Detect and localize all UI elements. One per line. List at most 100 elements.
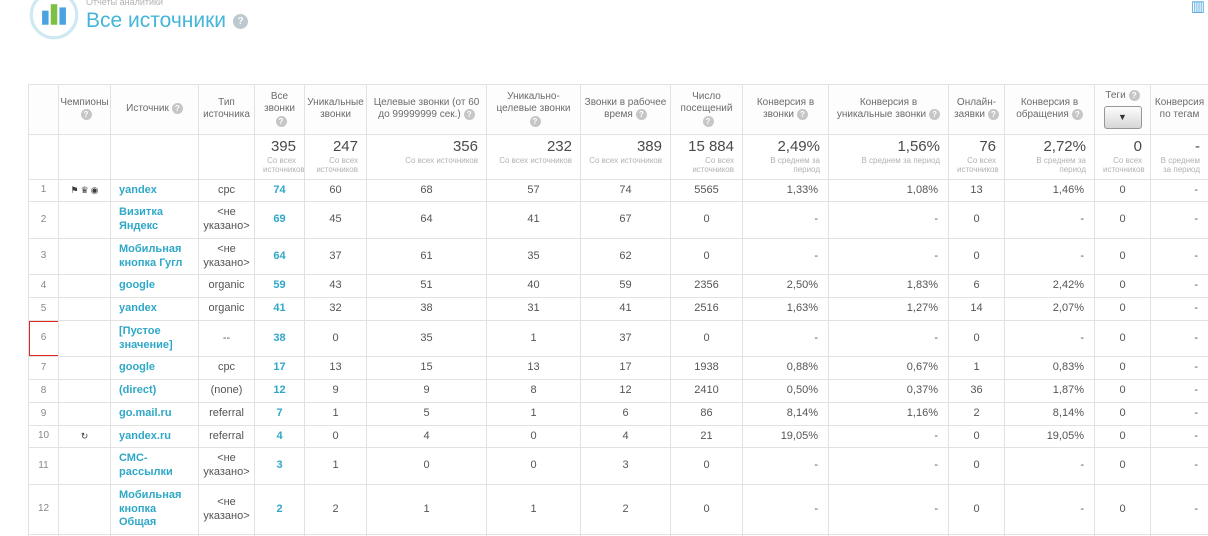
cell-source: yandex.ru	[110, 424, 199, 449]
cell-tags: 0	[1094, 297, 1151, 321]
all-calls-value[interactable]: 4	[276, 429, 283, 442]
help-icon[interactable]: ?	[80, 109, 92, 121]
cell-source: Мобильная кнопка Гугл	[110, 237, 199, 276]
cell-type: <не указано>	[198, 483, 255, 536]
col-header-work_time_calls[interactable]: Звонки в рабочее время?	[580, 84, 671, 135]
cell-conv_unique_calls: 1,83%	[828, 274, 949, 299]
source-link[interactable]: yandex	[119, 302, 157, 315]
col-header-conv_unique_calls[interactable]: Конверсия в уникальные звонки?	[828, 84, 949, 135]
cell-visits: 2410	[670, 379, 743, 403]
title-help-icon[interactable]: ?	[233, 13, 249, 29]
cell-conv_appeals: 1,87%	[1004, 379, 1095, 403]
source-link[interactable]: [Пустое значение]	[119, 324, 173, 351]
source-link[interactable]: google	[119, 279, 156, 292]
cell-conv_appeals: 8,14%	[1004, 401, 1095, 426]
help-icon[interactable]: ?	[929, 109, 941, 121]
source-link[interactable]: Мобильная кнопка Общая	[119, 488, 182, 529]
summary-value: 2,72%	[1043, 137, 1086, 155]
col-header-label: Уникальные звонки	[307, 96, 364, 121]
help-icon[interactable]: ?	[171, 103, 183, 114]
col-header-num	[28, 84, 59, 135]
all-calls-value[interactable]: 74	[273, 183, 286, 196]
clock-icon[interactable]: ◉	[90, 184, 99, 195]
help-icon[interactable]: ?	[275, 115, 287, 127]
summary-num	[28, 133, 59, 180]
cell-conv_unique_calls: 1,16%	[828, 401, 949, 426]
col-header-label: Число посещений	[680, 90, 733, 115]
source-link[interactable]: (direct)	[119, 384, 157, 397]
all-calls-value[interactable]: 38	[273, 331, 286, 344]
cell-work_time_calls: 17	[580, 356, 671, 381]
cell-type: <не указано>	[198, 201, 255, 239]
help-icon[interactable]: ?	[1071, 109, 1083, 121]
col-header-source[interactable]: Источник?	[110, 84, 199, 135]
col-header-label: Целевые звонки (от 60 до 99999999 сек.)	[373, 96, 480, 121]
all-calls-value[interactable]: 7	[276, 406, 283, 419]
col-header-conv_tags[interactable]: Конверсия по тегам	[1150, 84, 1208, 135]
all-calls-value[interactable]: 41	[273, 302, 286, 315]
source-link[interactable]: yandex	[119, 183, 157, 196]
cell-conv_unique_calls: -	[828, 483, 949, 536]
cell-num: 6	[28, 319, 59, 358]
source-link[interactable]: yandex.ru	[119, 429, 171, 442]
help-icon[interactable]: ?	[702, 115, 714, 127]
cell-work_time_calls: 2	[580, 483, 671, 536]
table-settings-icon[interactable]: ▥	[1190, 0, 1205, 15]
col-header-type[interactable]: Тип источника	[198, 84, 255, 135]
all-calls-value[interactable]: 17	[273, 361, 286, 374]
source-link[interactable]: СМС-рассылки	[119, 452, 173, 479]
source-link[interactable]: Мобильная кнопка Гугл	[119, 242, 183, 269]
col-header-labelline: Источник?	[126, 103, 183, 116]
trophy-icon[interactable]: ♛	[80, 184, 89, 195]
tags-filter-dropdown[interactable]: ▼	[1103, 105, 1142, 129]
help-icon[interactable]: ?	[529, 115, 541, 127]
bell-icon[interactable]: ⚑	[70, 184, 79, 195]
all-calls-value[interactable]: 64	[273, 249, 286, 262]
col-header-visits[interactable]: Число посещений?	[670, 84, 743, 135]
refresh-icon[interactable]: ↻	[80, 430, 89, 441]
cell-champions	[58, 401, 111, 426]
col-header-conv_appeals[interactable]: Конверсия в обращения?	[1004, 84, 1095, 135]
source-link[interactable]: go.mail.ru	[119, 406, 172, 419]
cell-champions	[58, 201, 111, 239]
col-header-all_calls[interactable]: Все звонки?	[254, 84, 305, 135]
cell-tags: 0	[1094, 447, 1151, 485]
cell-source: google	[110, 356, 199, 381]
summary-value: 356	[452, 137, 478, 155]
help-icon[interactable]: ?	[796, 109, 808, 121]
help-icon[interactable]: ?	[1128, 90, 1140, 101]
table-row: 13Визитка Гугл<не указано>222220--0-0-	[28, 534, 1208, 536]
source-link[interactable]: Визитка Яндекс	[119, 206, 163, 233]
all-calls-value[interactable]: 59	[273, 279, 286, 292]
cell-champions	[58, 447, 111, 485]
col-header-unique_calls[interactable]: Уникальные звонки	[304, 84, 367, 135]
all-calls-value[interactable]: 69	[273, 213, 286, 226]
cell-online_leads: 2	[948, 401, 1005, 426]
col-header-unique_target_calls[interactable]: Уникально-целевые звонки?	[486, 84, 581, 135]
all-calls-value[interactable]: 12	[273, 384, 286, 397]
col-header-tags[interactable]: Теги? ▼	[1094, 84, 1151, 135]
help-icon[interactable]: ?	[463, 109, 475, 121]
cell-conv_tags: -	[1150, 237, 1208, 276]
all-calls-value[interactable]: 2	[276, 502, 283, 515]
col-header-online_leads[interactable]: Онлайн-заявки?	[948, 84, 1005, 135]
help-icon[interactable]: ?	[635, 109, 647, 121]
col-header-content: Источник?	[114, 103, 195, 116]
col-header-conv_calls[interactable]: Конверсия в звонки?	[742, 84, 829, 135]
cell-unique_target_calls: 0	[486, 424, 581, 449]
table-row: 12 Мобильная кнопка Общая <не указано> 2 2 1 1…	[28, 483, 1208, 536]
cell-work_time_calls: 67	[580, 201, 671, 239]
cell-conv_unique_calls: -	[828, 319, 949, 358]
cell-visits: 0	[670, 237, 743, 276]
help-icon[interactable]: ?	[987, 109, 999, 121]
cell-num: 12	[28, 483, 59, 536]
breadcrumb: Отчеты аналитики	[86, 0, 163, 6]
col-header-champions[interactable]: Чемпионы?	[58, 84, 111, 135]
cell-work_time_calls: 41	[580, 297, 671, 321]
cell-visits: 21	[670, 424, 743, 449]
source-link[interactable]: google	[119, 361, 156, 374]
table-row: 2 Визитка Яндекс <не указано> 69 45 64 41 67 0- -…	[28, 201, 1208, 239]
all-calls-value[interactable]: 3	[276, 459, 283, 472]
cell-conv_appeals: 2,42%	[1004, 274, 1095, 299]
col-header-target_calls[interactable]: Целевые звонки (от 60 до 99999999 сек.)?	[366, 84, 487, 135]
